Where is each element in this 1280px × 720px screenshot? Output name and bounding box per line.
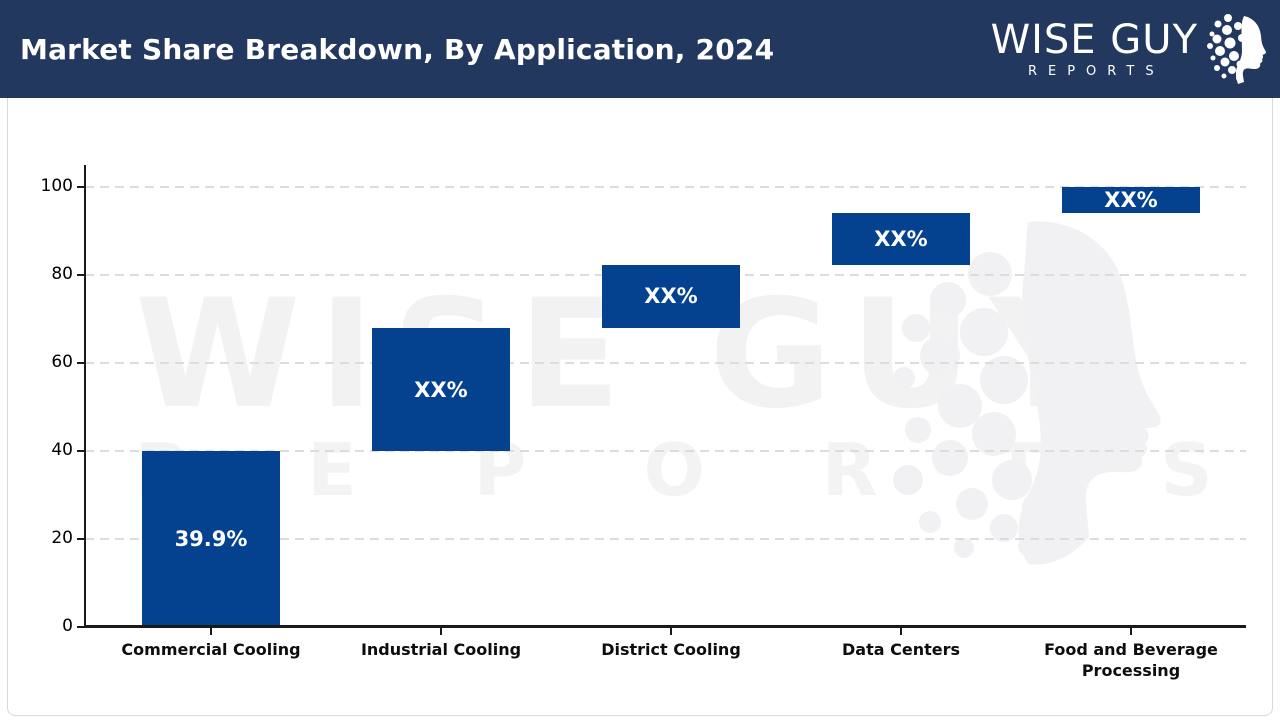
app-header: Market Share Breakdown, By Application, … [0, 0, 1280, 98]
bar-value-label: XX% [1104, 188, 1158, 213]
y-tick-40 [77, 450, 84, 452]
page-title: Market Share Breakdown, By Application, … [20, 32, 775, 66]
bar-1: XX% [372, 327, 510, 452]
bar-4: XX% [1062, 187, 1200, 214]
x-tick-1 [440, 628, 442, 635]
gridline-20 [85, 538, 1246, 540]
brand-name: WISE GUY [990, 17, 1198, 63]
brand-logo: WISE GUY REPORTS [991, 12, 1266, 86]
y-tick-label-100: 100 [40, 176, 73, 196]
x-category-label-4: Food and Beverage Processing [1044, 640, 1218, 680]
y-tick-20 [77, 538, 84, 540]
y-tick-label-0: 0 [62, 616, 73, 636]
x-tick-4 [1130, 628, 1132, 635]
x-tick-2 [670, 628, 672, 635]
gridline-100 [85, 186, 1246, 188]
y-tick-80 [77, 274, 84, 276]
x-category-label-1: Industrial Cooling [360, 640, 522, 659]
bar-0: 39.9% [142, 451, 280, 627]
y-axis-line [84, 165, 86, 628]
x-axis-line [84, 625, 1246, 628]
bar-2: XX% [602, 264, 740, 328]
y-tick-label-20: 20 [51, 528, 73, 548]
chart-card-border [7, 98, 1273, 716]
watermark-text-1: WISE GUY [135, 268, 1117, 442]
x-category-label-2: District Cooling [601, 640, 741, 659]
x-tick-0 [210, 628, 212, 635]
brand-subtitle: REPORTS [1027, 64, 1165, 79]
bar-value-label: XX% [644, 284, 698, 309]
bar-3: XX% [832, 213, 970, 265]
bar-value-label: XX% [874, 227, 928, 252]
x-category-label-3: Data Centers [842, 640, 960, 659]
x-category-label-0: Commercial Cooling [121, 640, 301, 659]
brand-wordmark: WISE GUY REPORTS [991, 20, 1198, 78]
gridline-60 [85, 362, 1246, 364]
y-tick-label-40: 40 [51, 440, 73, 460]
gridline-40 [85, 450, 1246, 452]
dotted-head-icon [1207, 14, 1266, 84]
y-tick-0 [77, 626, 84, 628]
x-tick-3 [900, 628, 902, 635]
y-tick-label-80: 80 [51, 264, 73, 284]
bar-value-label: 39.9% [174, 527, 248, 552]
bar-value-label: XX% [414, 377, 468, 402]
y-tick-100 [77, 186, 84, 188]
y-tick-label-60: 60 [51, 352, 73, 372]
y-tick-60 [77, 362, 84, 364]
